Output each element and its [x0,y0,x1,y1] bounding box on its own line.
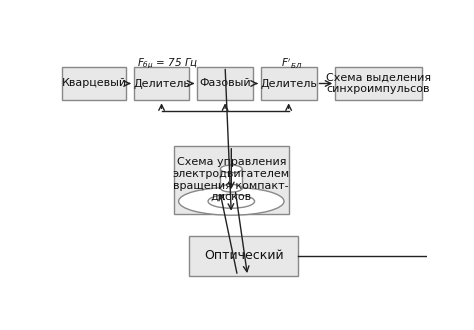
Text: Оптический: Оптический [204,249,283,262]
Text: Делитель: Делитель [133,79,190,88]
Text: Делитель: Делитель [260,79,317,88]
Bar [134,67,190,100]
Text: Схема управления
электродвигателем
вращения компакт-
дисков: Схема управления электродвигателем враще… [173,157,290,202]
Bar [335,67,422,100]
Text: Схема выделения
синхроимпульсов: Схема выделения синхроимпульсов [326,73,431,94]
Text: Фазовый: Фазовый [199,79,251,88]
Bar [190,236,298,276]
Text: $F'_{БЛ}$: $F'_{БЛ}$ [281,56,302,71]
Bar [63,67,126,100]
Ellipse shape [220,165,242,173]
Bar [174,146,289,214]
Ellipse shape [208,194,255,208]
Bar [261,67,317,100]
Bar [220,169,242,188]
Bar [197,67,253,100]
Ellipse shape [179,187,284,215]
Text: Кварцевый: Кварцевый [62,79,127,88]
Ellipse shape [220,184,242,192]
Text: $F_{б\mu}$ = 75 Гц: $F_{б\mu}$ = 75 Гц [137,56,199,71]
